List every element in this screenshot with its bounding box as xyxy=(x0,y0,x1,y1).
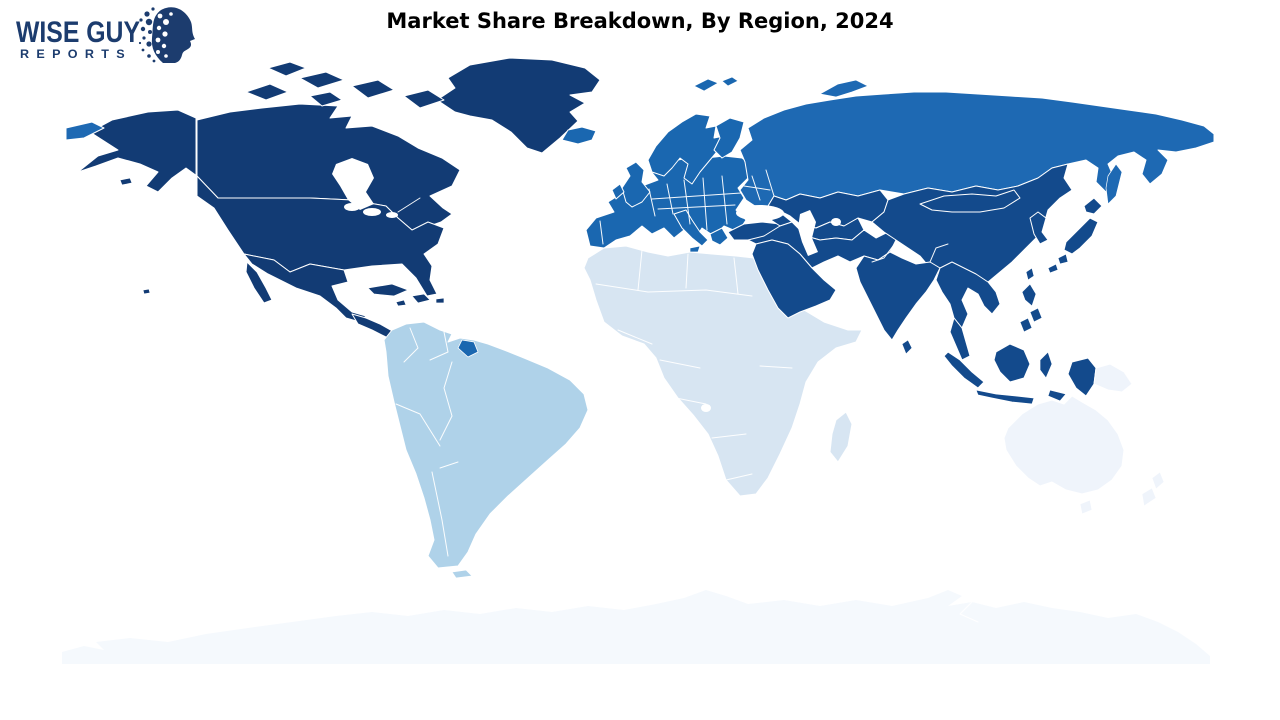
region-tasmania xyxy=(1079,499,1093,515)
aral-sea xyxy=(831,218,841,226)
sakhalin xyxy=(1105,163,1123,205)
caribbean-islands xyxy=(119,177,445,307)
region-sicily xyxy=(689,245,701,253)
region-french-guiana xyxy=(457,339,479,358)
region-italy xyxy=(673,209,709,247)
region-chukotka-fragment xyxy=(65,121,105,141)
region-china-mongolia xyxy=(871,163,1073,289)
page-title: Market Share Breakdown, By Region, 2024 xyxy=(386,9,894,33)
great-lakes-1 xyxy=(344,203,360,211)
tierra-del-fuego xyxy=(451,569,473,579)
region-sulawesi xyxy=(1039,351,1053,379)
region-philippines xyxy=(1019,283,1043,333)
logo-head-icon xyxy=(138,7,195,63)
region-greenland xyxy=(436,57,601,154)
region-uk xyxy=(621,161,651,208)
region-taiwan xyxy=(1025,267,1035,281)
region-iceland xyxy=(561,126,597,145)
region-australia xyxy=(1003,395,1125,495)
region-new-zealand-north xyxy=(1151,471,1165,490)
region-madagascar xyxy=(829,411,853,463)
region-mongolia-outline xyxy=(919,189,1021,213)
region-new-guinea-west xyxy=(1067,357,1097,397)
lake-victoria xyxy=(701,404,711,412)
logo-graphic: WISE GUY REPORTS xyxy=(16,7,195,63)
great-lakes-2 xyxy=(363,208,381,216)
region-finland xyxy=(713,117,745,159)
country-borders xyxy=(195,119,949,557)
region-malay-peninsula xyxy=(949,317,971,361)
svalbard-islands xyxy=(693,76,739,92)
region-antarctica xyxy=(62,590,1210,664)
region-alaska xyxy=(77,109,198,193)
novaya-zemlya xyxy=(819,79,869,98)
region-borneo xyxy=(993,343,1031,383)
baja-california xyxy=(245,261,273,304)
lakes-and-seas xyxy=(332,158,841,412)
region-japan xyxy=(1047,197,1103,274)
region-india xyxy=(855,251,941,341)
region-greece xyxy=(709,227,729,246)
region-java xyxy=(975,389,1035,405)
arctic-islands xyxy=(245,61,445,109)
region-sumatra xyxy=(943,351,985,389)
region-south-america xyxy=(383,321,589,569)
region-ireland xyxy=(611,183,625,200)
great-lakes-3 xyxy=(386,212,398,218)
region-arabia xyxy=(751,239,837,319)
region-new-zealand-south xyxy=(1141,487,1157,507)
antarctica-channel xyxy=(957,591,979,623)
black-sea xyxy=(736,205,784,221)
region-new-guinea-east xyxy=(1093,363,1133,393)
region-mexico xyxy=(243,253,367,323)
region-timor xyxy=(1047,389,1067,402)
region-korea xyxy=(1029,211,1049,245)
caspian-sea xyxy=(798,210,818,256)
hudson-bay xyxy=(332,158,374,210)
region-sri-lanka xyxy=(901,339,913,355)
logo-text-wise-guy: WISE GUY xyxy=(16,16,140,49)
region-southeast-asia xyxy=(935,261,1001,329)
wise-guy-reports-logo: WISE GUY REPORTS xyxy=(12,4,197,68)
logo-text-reports: REPORTS xyxy=(20,47,132,61)
